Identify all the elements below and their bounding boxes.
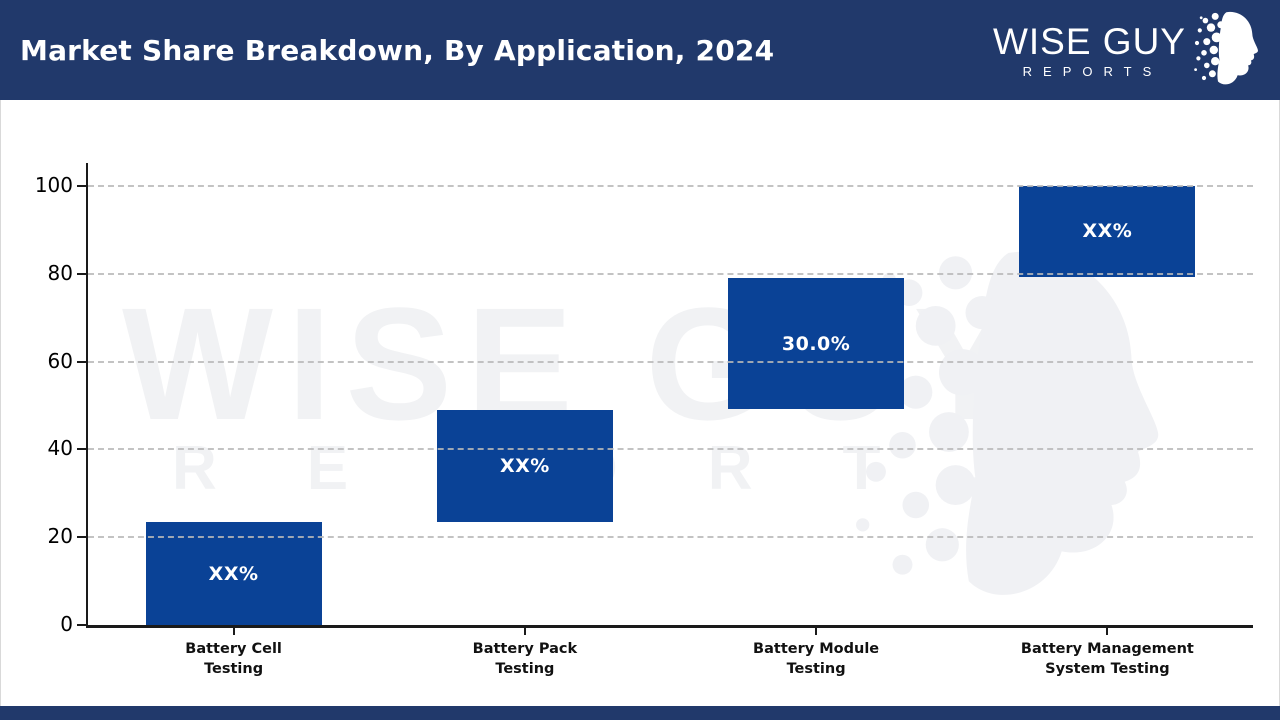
x-axis-tick <box>523 628 526 635</box>
category-label-line: System Testing <box>1045 661 1170 677</box>
logo-head-icon <box>1194 11 1258 85</box>
x-axis-tick <box>1106 628 1109 635</box>
bar-segment: 30.0% <box>728 277 905 410</box>
bar-segment: XX% <box>1019 186 1196 277</box>
footer-band <box>0 706 1280 720</box>
y-axis-tick <box>77 272 86 275</box>
gridline <box>88 360 1253 363</box>
y-axis-tick <box>77 185 86 187</box>
category-label: Battery Cell Testing <box>104 639 364 679</box>
wise-guy-logo: WISE GUY REPORTS <box>993 0 1262 100</box>
category-label-line: Testing <box>495 661 555 677</box>
bar-segment: XX% <box>436 409 613 523</box>
category-label-line: Battery Pack <box>472 641 578 657</box>
category-label-line: Battery Module <box>753 641 880 657</box>
category-label: Battery Pack Testing <box>395 639 655 679</box>
y-axis-tick <box>77 448 86 451</box>
category-label: Battery Module Testing <box>686 639 946 679</box>
y-tick-label: 60 <box>47 348 73 373</box>
x-axis-tick <box>232 628 235 635</box>
bar-value-label: XX% <box>1082 220 1133 243</box>
y-axis-tick <box>77 624 86 626</box>
x-axis-tick <box>815 628 818 635</box>
page-title: Market Share Breakdown, By Application, … <box>20 33 775 67</box>
gridline <box>88 448 1253 451</box>
logo-wordmark: WISE GUY <box>992 20 1186 62</box>
category-label-line: Battery Management <box>1020 641 1194 657</box>
y-tick-label: 80 <box>47 260 73 285</box>
category-label: Battery Management System Testing <box>977 639 1237 679</box>
gridline <box>88 185 1253 187</box>
header-band: Market Share Breakdown, By Application, … <box>0 0 1280 100</box>
y-axis-line <box>86 163 88 628</box>
y-axis-tick <box>77 536 86 539</box>
y-tick-label: 0 <box>60 612 73 636</box>
y-tick-label: 100 <box>34 173 73 197</box>
y-tick-label: 40 <box>47 436 73 461</box>
y-axis-tick <box>77 360 86 363</box>
y-tick-label: 20 <box>47 524 73 549</box>
bar-value-label: XX% <box>499 454 550 477</box>
logo-text: WISE GUY REPORTS <box>993 23 1186 78</box>
x-axis-line <box>86 625 1253 628</box>
bar-value-label: XX% <box>208 562 259 585</box>
category-label-line: Testing <box>204 661 264 677</box>
logo-subtitle: REPORTS <box>1022 63 1163 79</box>
gridline <box>88 536 1253 539</box>
bar-segment: XX% <box>145 522 322 625</box>
gridline <box>88 272 1253 275</box>
category-label-line: Testing <box>786 661 846 677</box>
bar-value-label: 30.0% <box>781 332 851 355</box>
category-label-line: Battery Cell <box>185 641 282 657</box>
